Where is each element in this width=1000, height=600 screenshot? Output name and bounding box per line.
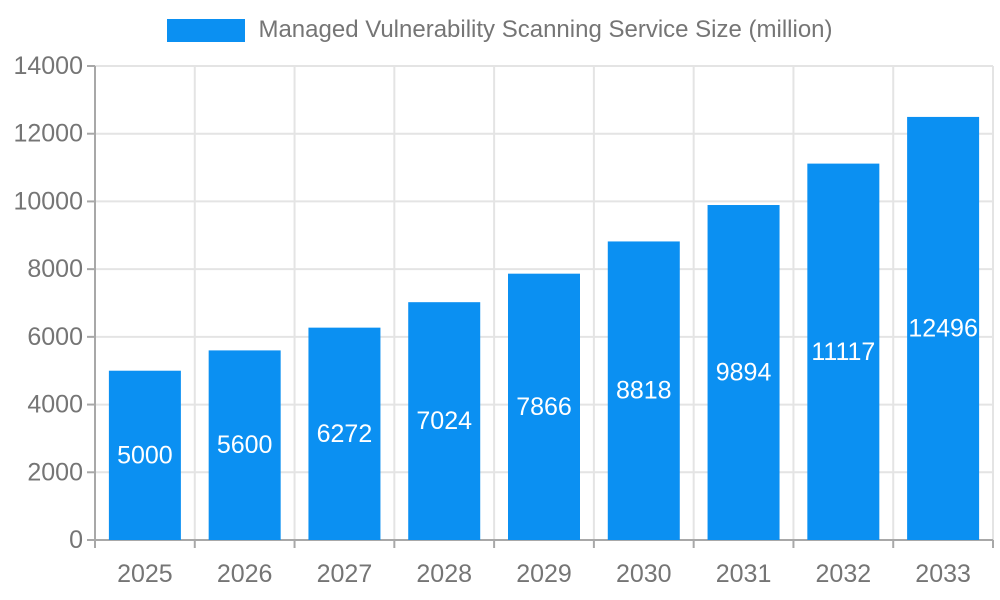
x-tick-label: 2032 bbox=[816, 560, 872, 588]
bar-value-label: 12496 bbox=[908, 314, 978, 342]
legend-label: Managed Vulnerability Scanning Service S… bbox=[258, 16, 833, 43]
bar-2029[interactable] bbox=[508, 273, 580, 540]
bar-2033[interactable] bbox=[907, 116, 980, 540]
legend-item[interactable]: Managed Vulnerability Scanning Service S… bbox=[0, 18, 1000, 42]
bar-value-label: 8818 bbox=[616, 377, 672, 405]
x-tick-label: 2031 bbox=[716, 560, 772, 588]
bar-value-label: 7024 bbox=[416, 407, 472, 435]
bar-value-label: 5000 bbox=[117, 441, 173, 469]
y-tick-label: 10000 bbox=[13, 187, 83, 215]
bar-2028[interactable] bbox=[408, 302, 481, 540]
bar-value-label: 6272 bbox=[317, 420, 373, 448]
x-tick-label: 2026 bbox=[217, 560, 273, 588]
bar-value-label: 7866 bbox=[516, 393, 572, 421]
x-tick-label: 2030 bbox=[616, 560, 672, 588]
y-tick-label: 0 bbox=[69, 526, 83, 554]
y-tick-label: 8000 bbox=[27, 255, 83, 283]
y-tick-label: 2000 bbox=[27, 458, 83, 486]
y-tick-label: 4000 bbox=[27, 391, 83, 419]
legend-swatch bbox=[167, 18, 246, 42]
bar-2032[interactable] bbox=[807, 163, 880, 540]
bar-value-label: 11117 bbox=[811, 338, 875, 366]
bar-2025[interactable] bbox=[108, 370, 181, 540]
x-tick-label: 2033 bbox=[915, 560, 971, 588]
x-tick-label: 2025 bbox=[117, 560, 173, 588]
x-tick-label: 2027 bbox=[317, 560, 373, 588]
y-tick-label: 6000 bbox=[27, 323, 83, 351]
x-tick-label: 2028 bbox=[416, 560, 472, 588]
y-tick-label: 14000 bbox=[13, 52, 83, 80]
bar-2031[interactable] bbox=[707, 205, 780, 540]
bar-2030[interactable] bbox=[607, 241, 680, 541]
bar-2026[interactable] bbox=[208, 350, 281, 540]
x-tick-label: 2029 bbox=[516, 560, 572, 588]
y-tick-label: 12000 bbox=[13, 120, 83, 148]
bar-value-label: 5600 bbox=[217, 431, 273, 459]
bar-2027[interactable] bbox=[308, 327, 381, 540]
bar-value-label: 9894 bbox=[716, 359, 772, 387]
